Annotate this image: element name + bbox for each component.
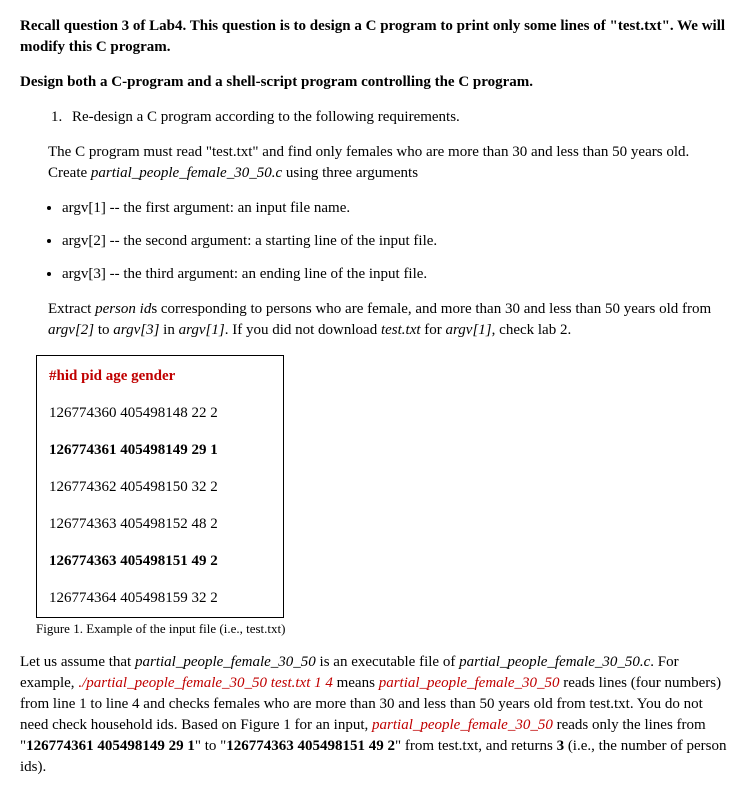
desc1c: using three arguments xyxy=(282,165,418,181)
c15: " from test.txt, and returns xyxy=(395,738,557,754)
table-row: 126774362 405498150 32 2 xyxy=(49,477,271,498)
e12: argv[1] xyxy=(446,322,492,338)
arg-1: argv[1] -- the first argument: an input … xyxy=(62,198,732,219)
intro-text-1a: Recall question 3 of Lab4. This question… xyxy=(20,18,610,34)
e1: Extract xyxy=(48,301,95,317)
description-1: The C program must read "test.txt" and f… xyxy=(20,142,732,184)
c13: " to " xyxy=(195,738,226,754)
e6: argv[3] xyxy=(113,322,159,338)
table-row: 126774363 405498152 48 2 xyxy=(49,514,271,535)
c10: partial_people_female_30_50 xyxy=(372,717,553,733)
table-row: 126774364 405498159 32 2 xyxy=(49,588,271,609)
intro-paragraph-1: Recall question 3 of Lab4. This question… xyxy=(20,16,732,58)
e7: in xyxy=(159,322,178,338)
data-table-box: #hid pid age gender 126774360 405498148 … xyxy=(36,355,284,618)
intro-text-1q: "test.txt" xyxy=(610,18,670,34)
e2: person id xyxy=(95,301,151,317)
e11: for xyxy=(421,322,446,338)
e4: argv[2] xyxy=(48,322,94,338)
c2: partial_people_female_30_50 xyxy=(135,654,316,670)
c16: 3 xyxy=(557,738,565,754)
intro-paragraph-2: Design both a C-program and a shell-scri… xyxy=(20,72,732,93)
c12: 126774361 405498149 29 1 xyxy=(26,738,195,754)
c14: 126774363 405498151 49 2 xyxy=(226,738,395,754)
arg-3: argv[3] -- the third argument: an ending… xyxy=(62,264,732,285)
arg-2: argv[2] -- the second argument: a starti… xyxy=(62,231,732,252)
closing-paragraph: Let us assume that partial_people_female… xyxy=(20,652,732,778)
step-1: Re-design a C program according to the f… xyxy=(66,107,732,128)
e13: , check lab 2. xyxy=(492,322,572,338)
e9: . If you did not download xyxy=(225,322,381,338)
e3: s corresponding to persons who are femal… xyxy=(151,301,711,317)
table-row: 126774363 405498151 49 2 xyxy=(49,551,271,572)
args-list: argv[1] -- the first argument: an input … xyxy=(20,198,732,285)
table-row: 126774360 405498148 22 2 xyxy=(49,403,271,424)
c6: ./partial_people_female_30_50 test.txt 1… xyxy=(78,675,333,691)
extract-paragraph: Extract person ids corresponding to pers… xyxy=(20,299,732,341)
e8: argv[1] xyxy=(179,322,225,338)
c3: is an executable file of xyxy=(316,654,459,670)
ordered-list: Re-design a C program according to the f… xyxy=(20,107,732,128)
table-row: 126774361 405498149 29 1 xyxy=(49,440,271,461)
c8: partial_people_female_30_50 xyxy=(379,675,560,691)
table-header: #hid pid age gender xyxy=(49,366,271,387)
e5: to xyxy=(94,322,113,338)
figure-caption: Figure 1. Example of the input file (i.e… xyxy=(36,620,732,638)
c1: Let us assume that xyxy=(20,654,135,670)
c7: means xyxy=(333,675,379,691)
e10: test.txt xyxy=(381,322,421,338)
c4: partial_people_female_30_50.c xyxy=(459,654,650,670)
desc1b: partial_people_female_30_50.c xyxy=(91,165,282,181)
